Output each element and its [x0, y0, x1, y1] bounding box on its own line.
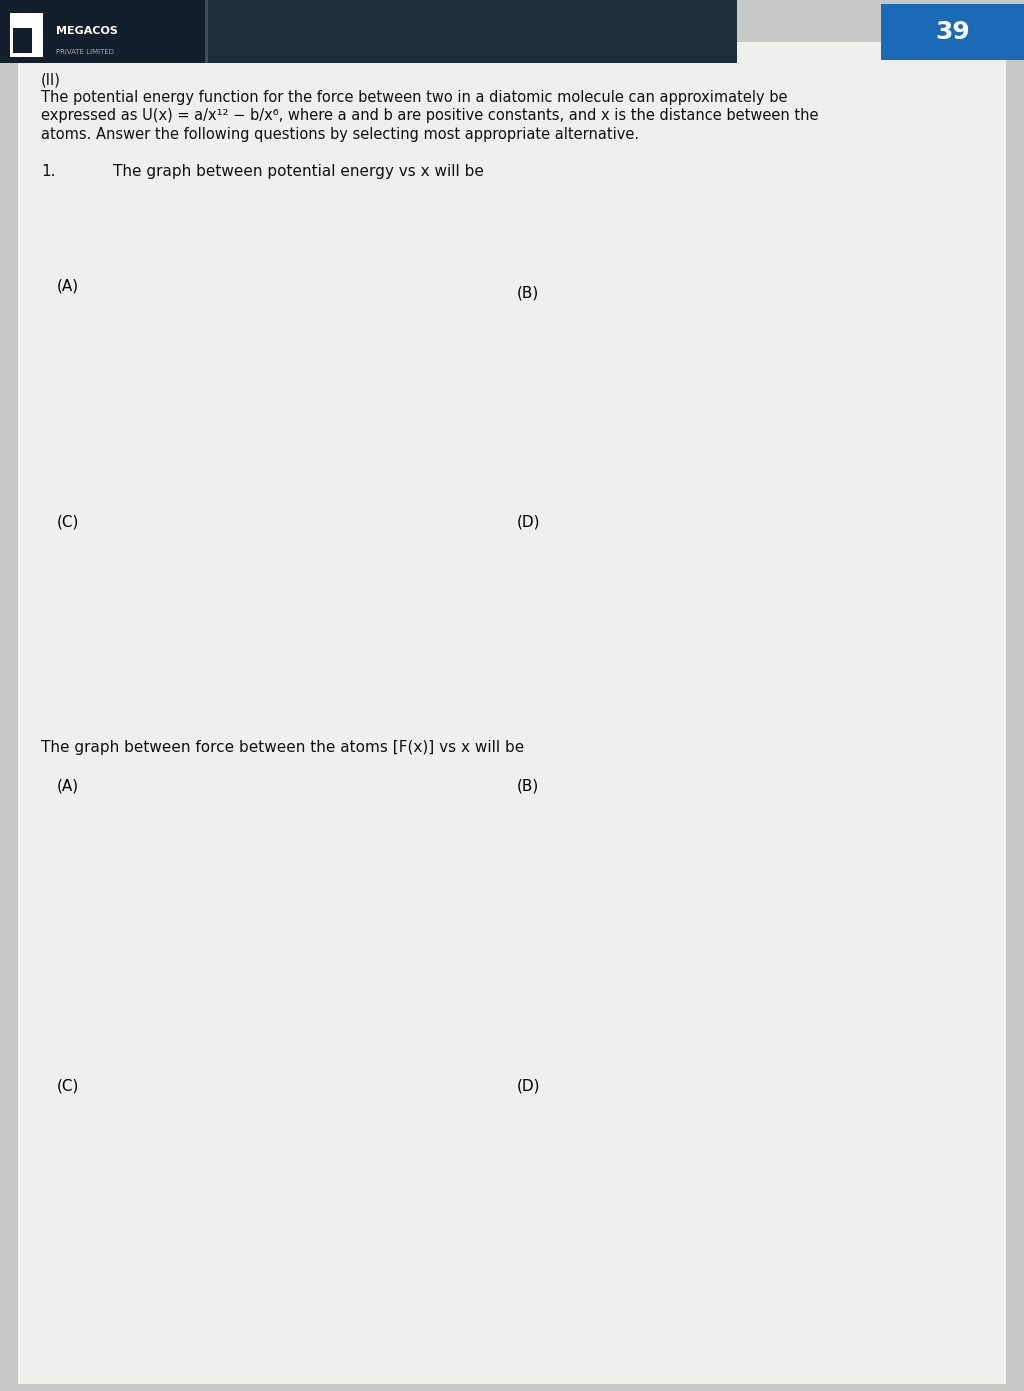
Text: The potential energy function for the force between two in a diatomic molecule c: The potential energy function for the fo… [41, 90, 787, 106]
Text: MEGACOS: MEGACOS [56, 26, 118, 36]
Text: (D): (D) [517, 515, 541, 530]
Text: (B): (B) [517, 285, 540, 300]
Text: U (x): U (x) [194, 185, 225, 198]
Text: x: x [946, 271, 954, 284]
Text: (B): (B) [517, 779, 540, 794]
Text: (A): (A) [56, 278, 79, 294]
Text: F (x): F (x) [194, 993, 223, 1006]
Text: (II): (II) [41, 72, 60, 88]
Text: 1.: 1. [41, 164, 55, 179]
Text: x: x [466, 310, 474, 323]
Text: x: x [946, 810, 954, 823]
Text: x: x [946, 551, 954, 563]
Text: atoms. Answer the following questions by selecting most appropriate alternative.: atoms. Answer the following questions by… [41, 127, 639, 142]
Text: x: x [466, 530, 474, 542]
Text: F (x): F (x) [194, 701, 223, 714]
Text: expressed as U(x) = a/x¹² − b/x⁶, where a and b are positive constants, and x is: expressed as U(x) = a/x¹² − b/x⁶, where … [41, 108, 818, 124]
Text: x: x [466, 817, 474, 830]
Text: (C): (C) [56, 1078, 79, 1093]
Text: (D): (D) [517, 1078, 541, 1093]
Text: U (x): U (x) [635, 185, 667, 198]
Text: x: x [466, 1131, 474, 1143]
Text: PRIVATE LIMITED: PRIVATE LIMITED [56, 49, 115, 56]
Text: 39: 39 [935, 19, 970, 45]
Text: (A): (A) [56, 779, 79, 794]
Text: The graph between potential energy vs x will be: The graph between potential energy vs x … [113, 164, 483, 179]
Text: The graph between force between the atoms [F(x)] vs x will be: The graph between force between the atom… [41, 740, 524, 755]
Text: U (x): U (x) [635, 421, 667, 434]
Text: F (x): F (x) [635, 993, 665, 1006]
Text: F (x): F (x) [635, 701, 665, 714]
Text: (C): (C) [56, 515, 79, 530]
Text: x: x [946, 1131, 954, 1143]
Text: U (x): U (x) [194, 421, 225, 434]
